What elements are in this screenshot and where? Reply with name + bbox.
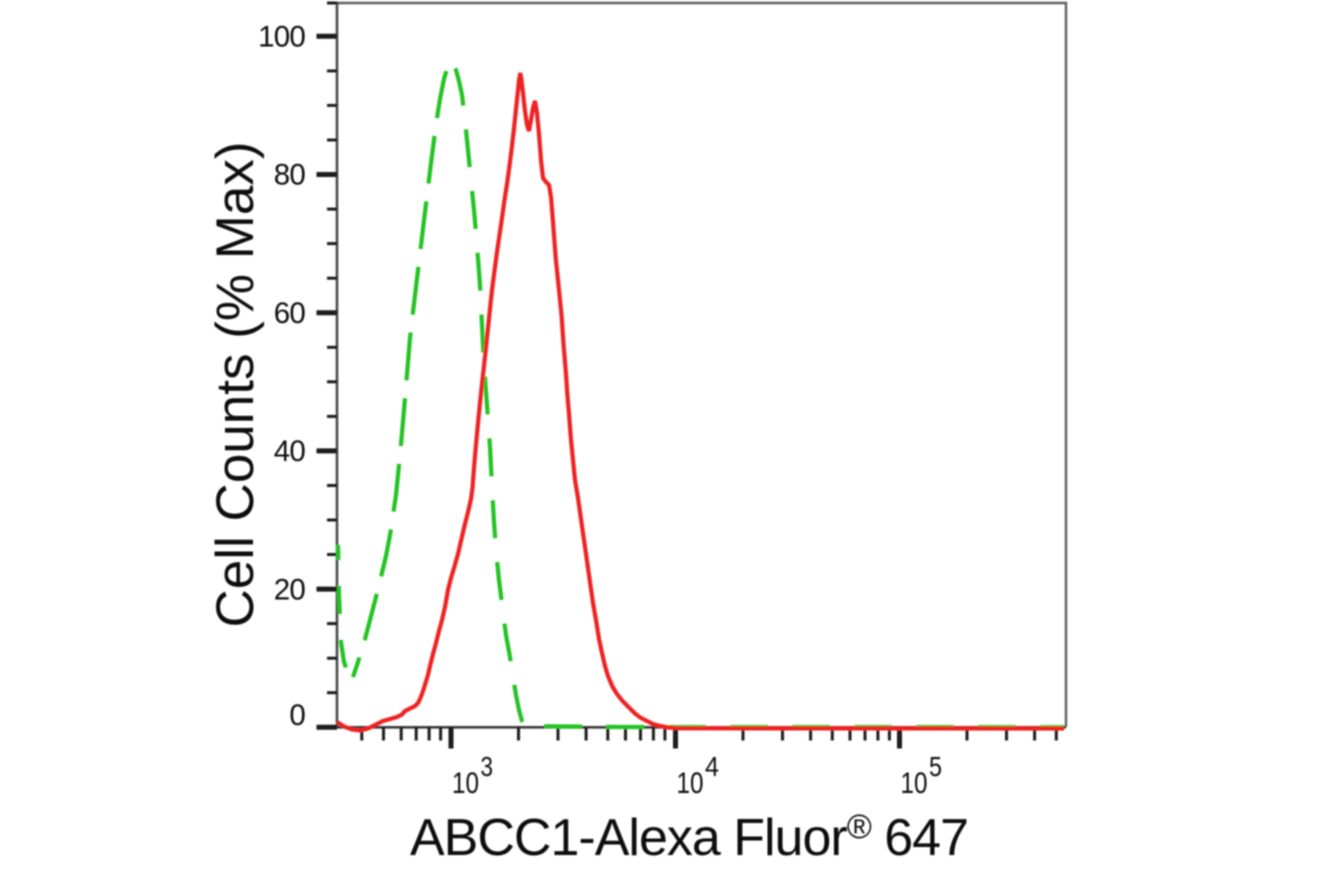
- svg-text:4: 4: [705, 751, 719, 782]
- svg-text:60: 60: [274, 297, 306, 330]
- svg-text:20: 20: [274, 573, 306, 606]
- svg-text:10: 10: [452, 767, 479, 800]
- svg-text:ABCC1-Alexa Fluor® 647: ABCC1-Alexa Fluor® 647: [410, 808, 968, 867]
- svg-text:10: 10: [677, 767, 704, 800]
- svg-text:3: 3: [481, 751, 494, 782]
- svg-text:Cell Counts (% Max): Cell Counts (% Max): [206, 142, 265, 628]
- svg-text:10: 10: [901, 767, 928, 800]
- svg-text:40: 40: [274, 435, 306, 468]
- svg-text:100: 100: [258, 21, 305, 54]
- svg-text:80: 80: [274, 159, 306, 192]
- svg-text:0: 0: [289, 699, 305, 732]
- svg-text:5: 5: [929, 751, 942, 782]
